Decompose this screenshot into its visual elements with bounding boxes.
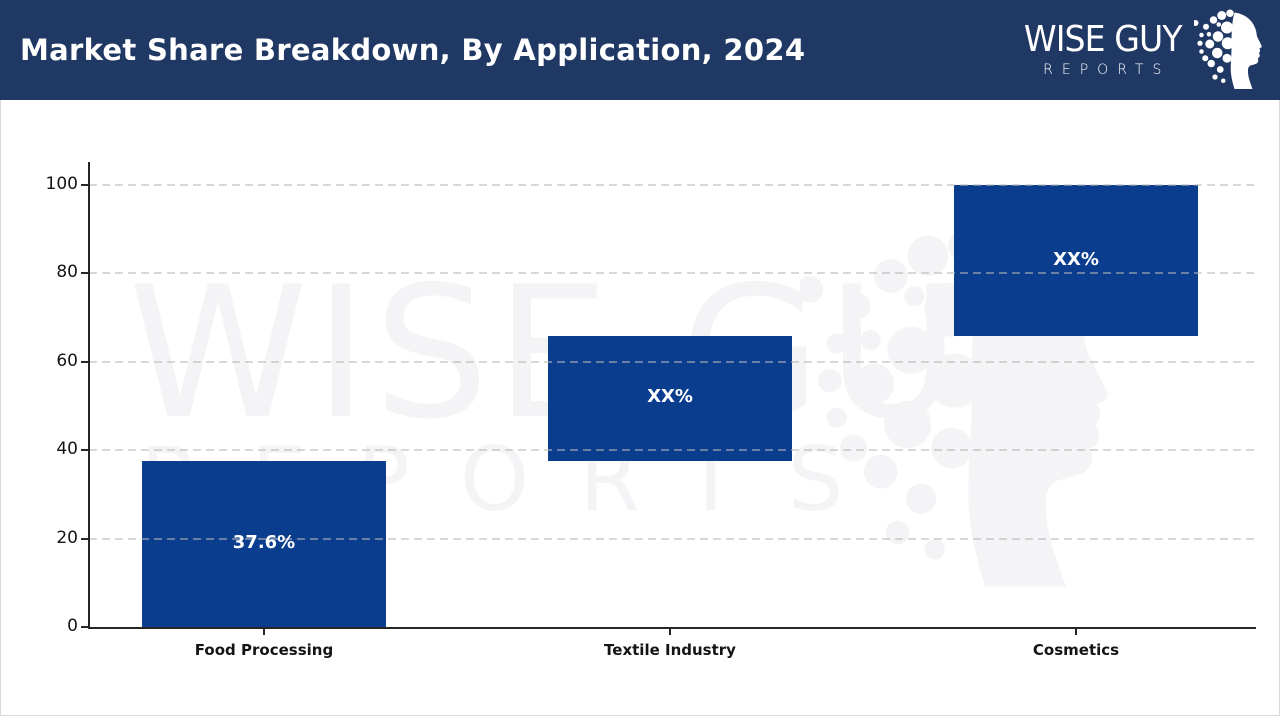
- y-tick-mark: [81, 184, 88, 186]
- page-title: Market Share Breakdown, By Application, …: [20, 33, 806, 67]
- logo-text: WISE GUY REPORTS: [1017, 19, 1189, 79]
- wiseguy-logo: WISE GUY REPORTS: [1017, 8, 1280, 92]
- gridline-80: [89, 272, 1256, 275]
- bar-value-label-cosmetics: XX%: [1053, 248, 1099, 270]
- y-tick-mark: [81, 626, 88, 628]
- y-tick-label: 100: [45, 174, 78, 194]
- y-tick-label: 80: [56, 262, 78, 283]
- x-category-label-textile-industry: Textile Industry: [604, 641, 736, 659]
- y-tick-mark: [81, 272, 88, 275]
- x-tick-mark: [669, 629, 671, 635]
- gridline-100: [89, 184, 1256, 186]
- y-axis-spine: [88, 162, 90, 629]
- y-tick-label: 60: [56, 350, 78, 371]
- x-tick-mark: [1075, 629, 1077, 635]
- x-tick-mark: [263, 629, 265, 635]
- y-tick-mark: [81, 360, 88, 363]
- bar-textile-industry: [548, 336, 792, 461]
- bar-food-processing: [142, 460, 386, 627]
- bar-value-label-textile-industry: XX%: [647, 386, 693, 408]
- x-category-label-cosmetics: Cosmetics: [1032, 641, 1120, 659]
- y-tick-label: 20: [56, 527, 78, 548]
- bar-value-label-food-processing: 37.6%: [232, 531, 296, 553]
- gridline-20: [89, 537, 1256, 540]
- logo-wordmark: WISE GUY: [1023, 19, 1182, 60]
- gridline-60: [89, 360, 1256, 363]
- y-tick-label: 0: [67, 616, 78, 636]
- y-tick-mark: [81, 537, 88, 540]
- x-axis-spine: [88, 627, 1256, 629]
- head-profile-dots-icon: [1194, 9, 1262, 89]
- x-category-label-food-processing: Food Processing: [194, 641, 334, 659]
- y-tick-label: 40: [56, 439, 78, 460]
- y-tick-mark: [81, 449, 88, 452]
- gridline-40: [89, 449, 1256, 452]
- logo-subtext: REPORTS: [1043, 62, 1171, 78]
- header-bar: Market Share Breakdown, By Application, …: [0, 0, 1280, 100]
